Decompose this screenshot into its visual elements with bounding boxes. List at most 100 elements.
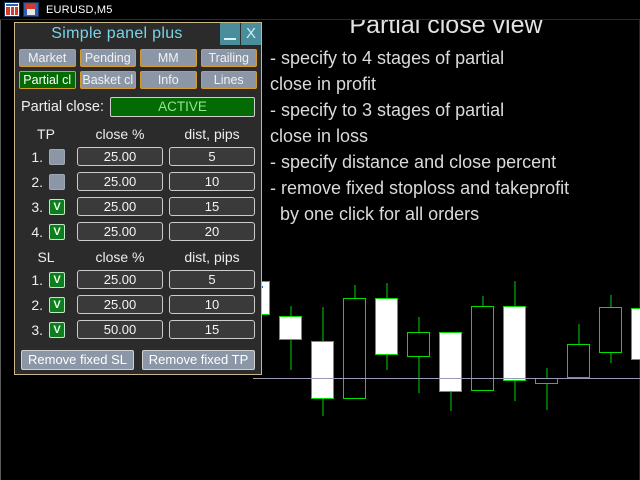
minimize-icon xyxy=(224,38,236,40)
candlestick xyxy=(503,281,526,401)
tab-info[interactable]: Info xyxy=(140,71,197,89)
sl-close-pct-header: close % xyxy=(95,248,145,265)
tp-dist-pips-input-3[interactable]: 15 xyxy=(169,197,255,216)
candle-body xyxy=(631,308,640,360)
partial-close-row: Partial close: ACTIVE xyxy=(21,97,255,117)
candlestick xyxy=(343,285,366,399)
tp-row-index: 2. xyxy=(31,173,43,190)
tp-row-index: 1. xyxy=(31,148,43,165)
tp-close-pct-input-3[interactable]: 25.00 xyxy=(77,197,163,216)
tp-dist-pips-header: dist, pips xyxy=(184,125,240,142)
description-line: close in profit xyxy=(270,74,377,94)
candle-body xyxy=(439,332,462,392)
tp-row-index: 4. xyxy=(31,223,43,240)
candle-body xyxy=(503,306,526,381)
partial-close-label: Partial close: xyxy=(21,99,105,115)
panel-tabs: Market Pending MM Trailing Partial cl Basket … xyxy=(15,45,261,89)
sl-dist-pips-input-2[interactable]: 10 xyxy=(169,295,255,314)
candle-body xyxy=(407,332,430,357)
tp-dist-pips-input-4[interactable]: 20 xyxy=(169,222,255,241)
window-title: EURUSD,M5 xyxy=(46,3,113,16)
tab-pending[interactable]: Pending xyxy=(79,49,136,67)
tab-trailing[interactable]: Trailing xyxy=(200,49,257,67)
sl-row: 1. V 25.00 5 xyxy=(21,267,255,292)
tab-market[interactable]: Market xyxy=(19,49,76,67)
tp-row: 2. 25.00 10 xyxy=(21,169,255,194)
sl-enable-checkbox-1[interactable]: V xyxy=(49,271,65,288)
tab-lines[interactable]: Lines xyxy=(200,71,257,89)
candle-body xyxy=(279,316,302,340)
sl-row: 2. V 25.00 10 xyxy=(21,292,255,317)
candle-body xyxy=(375,298,398,355)
tp-close-pct-input-1[interactable]: 25.00 xyxy=(77,147,163,166)
tp-close-pct-input-4[interactable]: 25.00 xyxy=(77,222,163,241)
candlestick xyxy=(375,283,398,370)
candlestick xyxy=(599,295,622,363)
tp-enable-checkbox-2[interactable] xyxy=(49,173,65,190)
sl-close-pct-input-2[interactable]: 25.00 xyxy=(77,295,163,314)
window-titlebar: EURUSD,M5 xyxy=(0,0,640,20)
description-line: by one click for all orders xyxy=(270,204,480,224)
description-line: - specify distance and close percent xyxy=(270,152,557,172)
sl-group-label: SL xyxy=(37,248,55,265)
tp-row-index: 3. xyxy=(31,198,43,215)
description-line: - specify to 3 stages of partial xyxy=(270,100,505,120)
chart-left-border xyxy=(0,20,1,480)
tab-mm[interactable]: MM xyxy=(140,49,197,67)
remove-fixed-sl-button[interactable]: Remove fixed SL xyxy=(21,350,134,370)
minimize-button[interactable] xyxy=(219,23,240,45)
remove-fixed-tp-button[interactable]: Remove fixed TP xyxy=(142,350,255,370)
sl-row-index: 3. xyxy=(31,321,43,338)
sl-dist-pips-header: dist, pips xyxy=(184,248,240,265)
tp-close-pct-input-2[interactable]: 25.00 xyxy=(77,172,163,191)
candlestick xyxy=(535,368,558,410)
tp-group-label: TP xyxy=(37,125,55,142)
tp-row: 4. V 25.00 20 xyxy=(21,219,255,244)
tp-enable-checkbox-4[interactable]: V xyxy=(49,223,65,240)
partial-close-status-button[interactable]: ACTIVE xyxy=(110,97,255,117)
sl-section: SL close % dist, pips 1. V 25.00 5 2. V 25.00 10 3.… xyxy=(21,246,255,342)
description-line: - specify to 4 stages of partial xyxy=(270,48,505,68)
candle-body xyxy=(599,307,622,353)
sl-close-pct-input-1[interactable]: 25.00 xyxy=(77,270,163,289)
save-icon[interactable] xyxy=(23,2,39,17)
tp-row: 3. V 25.00 15 xyxy=(21,194,255,219)
tp-enable-checkbox-1[interactable] xyxy=(49,148,65,165)
tp-header-row: TP close % dist, pips xyxy=(21,123,255,144)
candlestick xyxy=(567,324,590,378)
tp-enable-checkbox-3[interactable]: V xyxy=(49,198,65,215)
sl-dist-pips-input-1[interactable]: 5 xyxy=(169,270,255,289)
sl-dist-pips-input-3[interactable]: 15 xyxy=(169,320,255,339)
candlestick xyxy=(439,332,462,411)
candlestick xyxy=(631,308,640,360)
simple-panel-plus[interactable]: Simple panel plus X Market Pending MM Trail… xyxy=(14,22,262,375)
close-button[interactable]: X xyxy=(240,23,261,45)
tp-section: TP close % dist, pips 1. 25.00 5 2. 25.00 10 3. V 2… xyxy=(21,123,255,244)
candle-wick xyxy=(546,368,547,410)
description-lines: - specify to 4 stages of partial close in… xyxy=(268,45,640,227)
sl-row: 3. V 50.00 15 xyxy=(21,317,255,342)
tab-basket-cl[interactable]: Basket cl xyxy=(79,71,136,89)
description-line: close in loss xyxy=(270,126,369,146)
sl-header-row: SL close % dist, pips xyxy=(21,246,255,267)
sl-row-index: 2. xyxy=(31,296,43,313)
tp-dist-pips-input-1[interactable]: 5 xyxy=(169,147,255,166)
sl-close-pct-input-3[interactable]: 50.00 xyxy=(77,320,163,339)
tp-dist-pips-input-2[interactable]: 10 xyxy=(169,172,255,191)
candle-body xyxy=(311,341,334,399)
candle-body xyxy=(567,344,590,378)
sl-enable-checkbox-3[interactable]: V xyxy=(49,321,65,338)
market-watch-icon[interactable] xyxy=(4,2,20,17)
tab-partial-cl[interactable]: Partial cl xyxy=(19,71,76,89)
candlestick xyxy=(407,317,430,393)
sl-enable-checkbox-2[interactable]: V xyxy=(49,296,65,313)
candlestick xyxy=(311,307,334,416)
candlestick xyxy=(279,306,302,370)
tp-close-pct-header: close % xyxy=(95,125,145,142)
panel-title: Simple panel plus xyxy=(15,23,219,45)
candle-body xyxy=(343,298,366,399)
description-block: Partial close view - specify to 4 stages… xyxy=(268,10,640,227)
panel-titlebar[interactable]: Simple panel plus X xyxy=(15,23,261,45)
description-line: - remove fixed stoploss and takeprofit xyxy=(270,178,570,198)
